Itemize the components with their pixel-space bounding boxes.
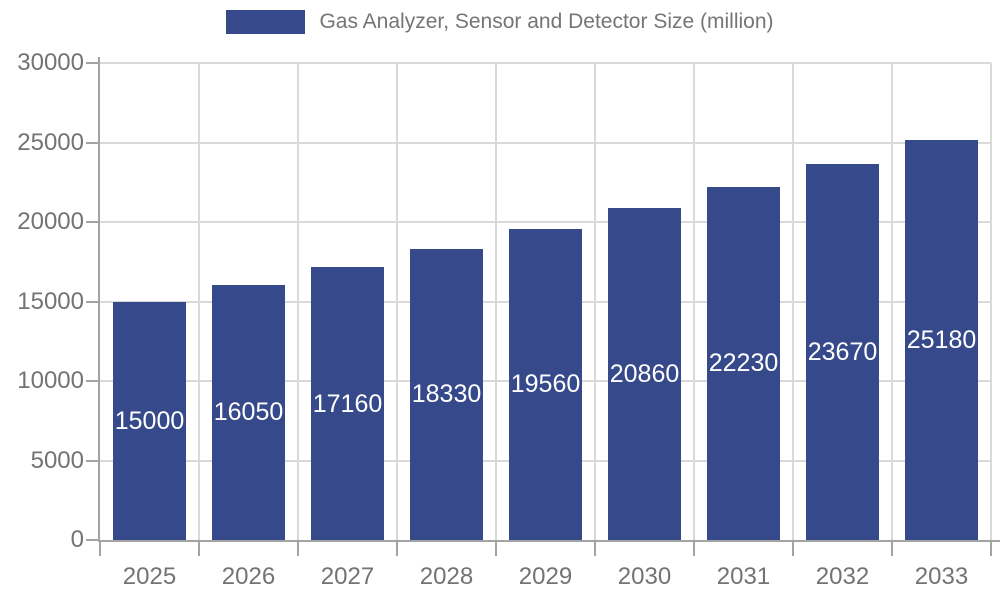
y-axis-line bbox=[98, 57, 100, 542]
v-gridline bbox=[990, 63, 992, 540]
x-axis-tick bbox=[693, 542, 695, 556]
x-axis-tick-label: 2030 bbox=[617, 563, 672, 590]
bar-value-label: 15000 bbox=[114, 406, 185, 435]
y-axis-tick-label: 30000 bbox=[17, 49, 84, 76]
y-axis-tick bbox=[86, 141, 98, 144]
bar bbox=[806, 163, 879, 540]
v-gridline bbox=[198, 63, 200, 540]
y-axis-tick bbox=[86, 539, 98, 541]
x-axis-tick bbox=[99, 542, 101, 556]
v-gridline bbox=[891, 63, 893, 540]
v-gridline bbox=[495, 63, 497, 540]
h-gridline bbox=[100, 141, 991, 144]
bar bbox=[608, 208, 681, 540]
legend: Gas Analyzer, Sensor and Detector Size (… bbox=[0, 10, 1000, 34]
x-axis-line bbox=[98, 540, 1000, 542]
bar bbox=[905, 139, 978, 540]
bar bbox=[410, 248, 483, 540]
y-axis-tick-label: 0 bbox=[70, 526, 84, 553]
x-axis-tick bbox=[495, 542, 497, 556]
y-axis-tick-label: 10000 bbox=[17, 367, 84, 394]
x-axis-tick-label: 2031 bbox=[716, 563, 771, 590]
bar bbox=[707, 186, 780, 540]
y-axis-tick bbox=[86, 459, 98, 462]
legend-label: Gas Analyzer, Sensor and Detector Size (… bbox=[319, 10, 774, 33]
v-gridline bbox=[693, 63, 695, 540]
bar-value-label: 23670 bbox=[807, 337, 878, 366]
bar-value-label: 25180 bbox=[906, 325, 977, 354]
x-axis-tick bbox=[198, 542, 200, 556]
y-axis-tick bbox=[86, 62, 98, 64]
y-axis-tick bbox=[86, 221, 98, 223]
y-axis-tick-label: 15000 bbox=[17, 287, 84, 315]
x-axis-tick-label: 2026 bbox=[221, 563, 276, 590]
v-gridline bbox=[297, 63, 299, 540]
bar-value-label: 16050 bbox=[213, 398, 284, 427]
x-axis-tick bbox=[396, 542, 398, 556]
bar bbox=[509, 228, 582, 540]
bar bbox=[113, 301, 186, 540]
x-axis-tick-label: 2033 bbox=[914, 563, 969, 590]
bar-value-label: 18330 bbox=[411, 380, 482, 409]
bar bbox=[212, 284, 285, 540]
v-gridline bbox=[396, 63, 398, 540]
v-gridline bbox=[594, 63, 596, 540]
y-axis-tick-label: 5000 bbox=[30, 446, 84, 474]
y-axis-tick-label: 20000 bbox=[17, 208, 84, 235]
bar-value-label: 22230 bbox=[708, 349, 779, 378]
x-axis-tick bbox=[990, 542, 992, 556]
x-axis-tick-label: 2027 bbox=[320, 563, 375, 590]
h-gridline bbox=[100, 221, 991, 223]
h-gridline bbox=[100, 62, 991, 64]
x-axis-tick bbox=[891, 542, 893, 556]
y-axis-tick bbox=[86, 300, 98, 303]
v-gridline bbox=[792, 63, 794, 540]
bar bbox=[311, 267, 384, 540]
x-axis-tick bbox=[792, 542, 794, 556]
x-axis-tick bbox=[594, 542, 596, 556]
x-axis-tick-label: 2029 bbox=[518, 563, 573, 590]
x-axis-tick-label: 2025 bbox=[122, 563, 177, 590]
bar-value-label: 19560 bbox=[510, 370, 581, 399]
y-axis-tick bbox=[86, 380, 98, 382]
bar-value-label: 20860 bbox=[609, 360, 680, 389]
y-axis-tick-label: 25000 bbox=[17, 128, 84, 156]
x-axis-tick-label: 2028 bbox=[419, 563, 474, 590]
legend-swatch bbox=[226, 10, 306, 34]
x-axis-tick bbox=[297, 542, 299, 556]
bar-value-label: 17160 bbox=[312, 389, 383, 418]
x-axis-tick-label: 2032 bbox=[815, 563, 870, 590]
